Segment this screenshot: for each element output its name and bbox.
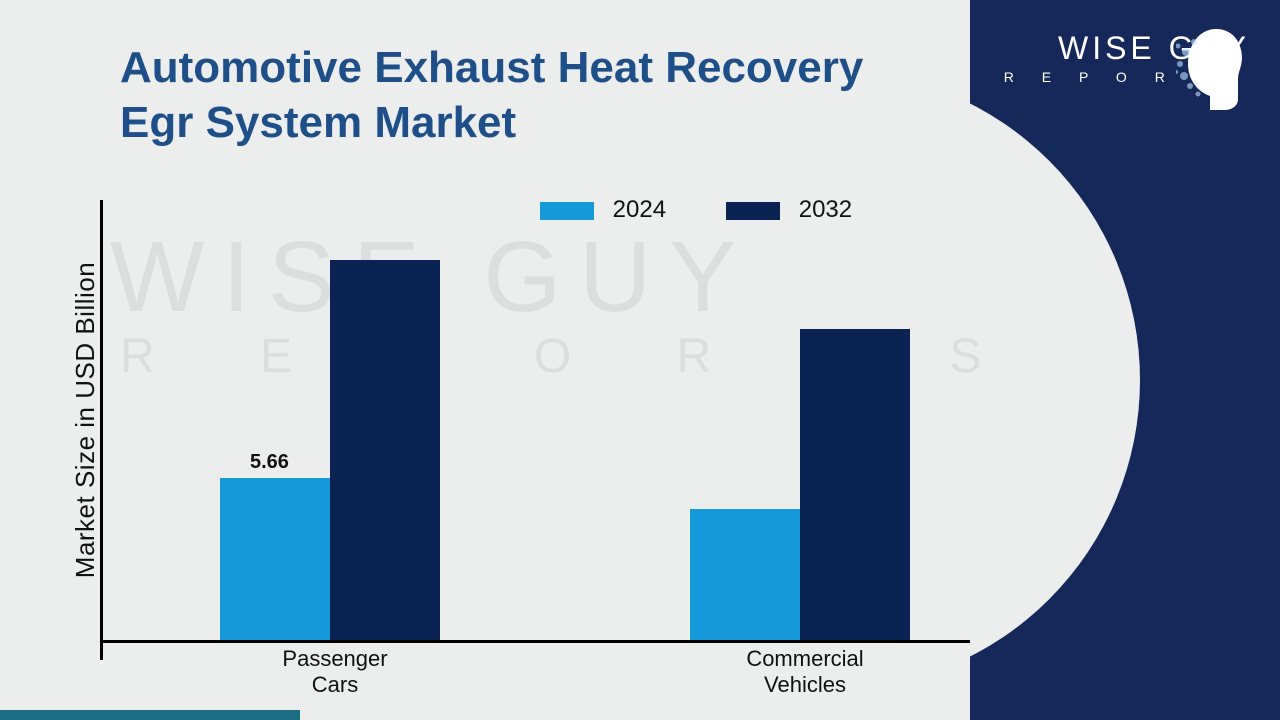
bar-value-label: 5.66 (250, 451, 289, 474)
bar-pair (690, 240, 920, 640)
brand-logo: WISE GUY R E P O R T S (1004, 30, 1250, 85)
legend-item-2032: 2032 (726, 196, 852, 224)
bar-group: CommercialVehicles (690, 240, 920, 640)
bar-2032 (800, 329, 910, 640)
legend-swatch-2024 (540, 202, 594, 220)
category-label: CommercialVehicles (690, 640, 920, 699)
y-axis-label: Market Size in USD Billion (70, 200, 101, 640)
legend: 2024 2032 (540, 196, 852, 224)
legend-swatch-2032 (726, 202, 780, 220)
bottom-strip (0, 710, 300, 720)
chart-canvas: WISE GUY R E P O R T S WISE GUY R E P O … (0, 0, 1280, 720)
bar-2024 (690, 509, 800, 640)
chart-title: Automotive Exhaust Heat Recovery Egr Sys… (120, 40, 880, 150)
bar-group: 5.66PassengerCars (220, 240, 450, 640)
legend-label-2032: 2032 (799, 196, 852, 223)
legend-item-2024: 2024 (540, 196, 666, 224)
category-label: PassengerCars (220, 640, 450, 699)
bar-pair: 5.66 (220, 240, 450, 640)
legend-label-2024: 2024 (613, 196, 666, 223)
bar-2024 (220, 478, 330, 640)
bar-2032 (330, 260, 440, 640)
y-axis-line (100, 200, 103, 660)
head-icon (1176, 24, 1246, 114)
